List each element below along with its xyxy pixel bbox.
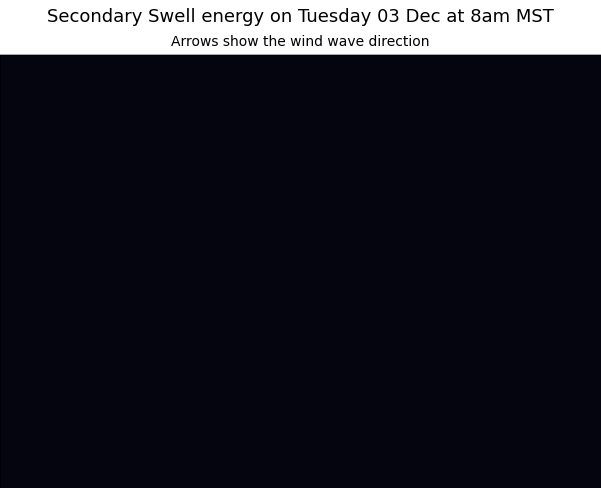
- Text: Arrows show the wind wave direction: Arrows show the wind wave direction: [171, 35, 430, 49]
- Text: Secondary Swell energy on Tuesday 03 Dec at 8am MST: Secondary Swell energy on Tuesday 03 Dec…: [47, 8, 554, 26]
